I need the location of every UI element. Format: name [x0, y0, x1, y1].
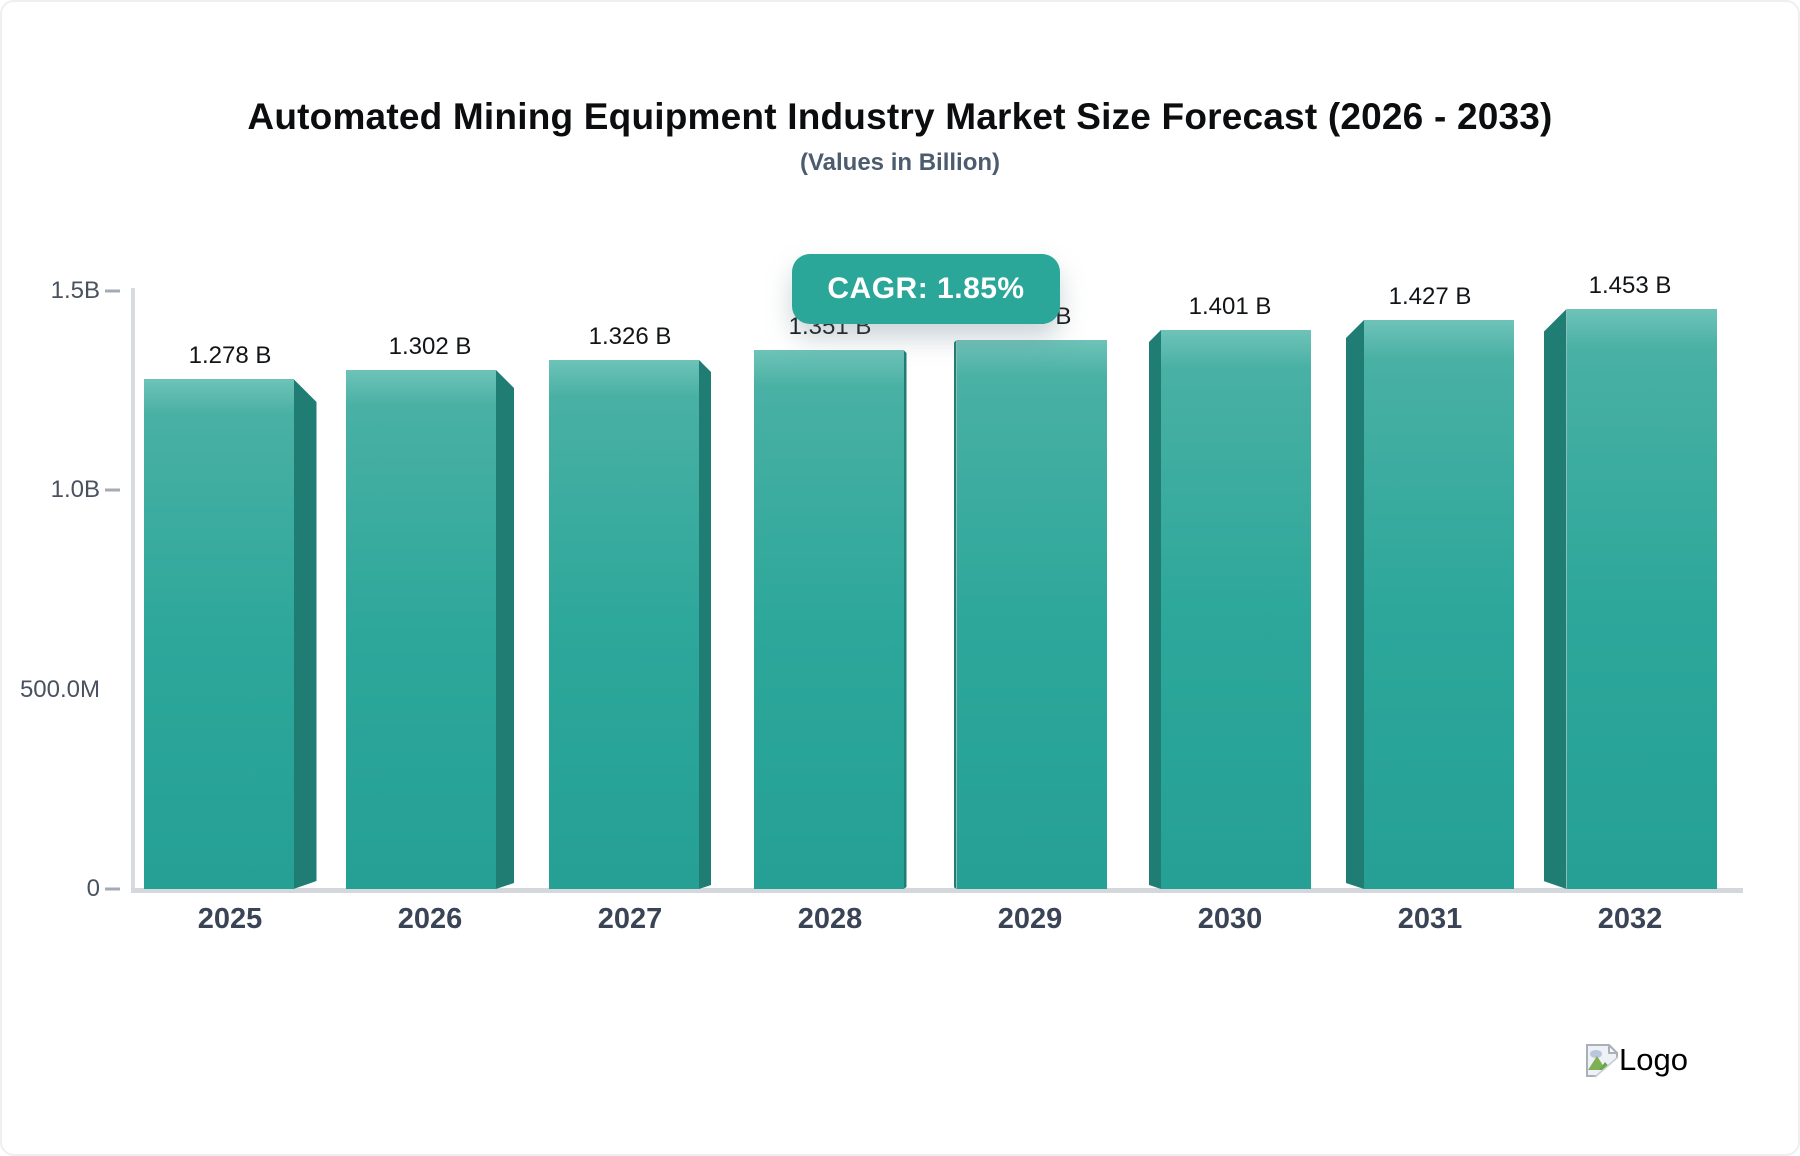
x-axis-label-2029: 2029: [997, 903, 1063, 935]
bar-face: [1566, 309, 1717, 889]
bar-face: [1161, 330, 1311, 889]
value-label-2030: 1.401 B: [1188, 293, 1272, 320]
y-axis-line: [131, 288, 135, 892]
bar-face: [346, 370, 496, 889]
y-tick-label: 0: [86, 875, 100, 902]
bar-face: [753, 350, 904, 889]
y-tick-mark: [105, 887, 120, 891]
x-axis-label-2028: 2028: [797, 903, 863, 935]
bar-side-face: [1544, 309, 1567, 889]
value-label-2025: 1.278 B: [188, 342, 272, 369]
chart-title: Automated Mining Equipment Industry Mark…: [247, 96, 1553, 137]
bar-face: [549, 360, 699, 889]
bar-side-face: [294, 379, 317, 889]
bar-side-face: [904, 350, 907, 889]
bar-2026[interactable]: [346, 370, 514, 889]
x-axis-line: [131, 888, 1743, 893]
value-label-2031: 1.427 B: [1388, 283, 1472, 310]
y-tick-mark: [105, 488, 120, 492]
bar-face: [956, 340, 1107, 889]
chart-subtitle: (Values in Billion): [799, 149, 1001, 176]
logo-alt-text: Logo: [1619, 1042, 1688, 1077]
x-axis-label-2026: 2026: [397, 903, 463, 935]
y-tick-mark: [105, 289, 120, 292]
value-label-2027: 1.326 B: [588, 323, 672, 350]
x-axis-label-2025: 2025: [197, 903, 263, 935]
bar-2032[interactable]: [1544, 309, 1717, 889]
bar-side-face: [699, 360, 711, 889]
y-tick-label: 1.0B: [50, 476, 100, 503]
y-tick-label: 500.0M: [19, 675, 100, 703]
x-axis-label-2032: 2032: [1597, 903, 1663, 935]
value-label-2032: 1.453 B: [1588, 272, 1672, 299]
bar-2031[interactable]: [1346, 320, 1514, 889]
broken-image-icon: [1586, 1044, 1619, 1078]
bar-face: [143, 379, 294, 889]
bar-2028[interactable]: [753, 350, 907, 889]
x-axis-label-2027: 2027: [597, 903, 663, 935]
bar-2025[interactable]: [143, 379, 317, 889]
y-tick-label: 1.5B: [50, 276, 100, 304]
bar-face: [1364, 320, 1514, 889]
bar-side-face: [1149, 330, 1161, 889]
bar-side-face: [496, 370, 514, 889]
x-axis-label-2030: 2030: [1197, 903, 1263, 935]
x-axis-label-2031: 2031: [1397, 903, 1463, 935]
bar-2027[interactable]: [549, 360, 711, 889]
bar-side-face: [1346, 320, 1364, 889]
logo-placeholder: Logo: [1585, 1042, 1688, 1078]
cagr-badge: CAGR: 1.85%: [792, 254, 1060, 324]
bar-2030[interactable]: [1149, 330, 1311, 889]
bar-2029[interactable]: [954, 340, 1107, 889]
value-label-2026: 1.302 B: [388, 333, 472, 360]
bar-side-face: [954, 340, 957, 889]
